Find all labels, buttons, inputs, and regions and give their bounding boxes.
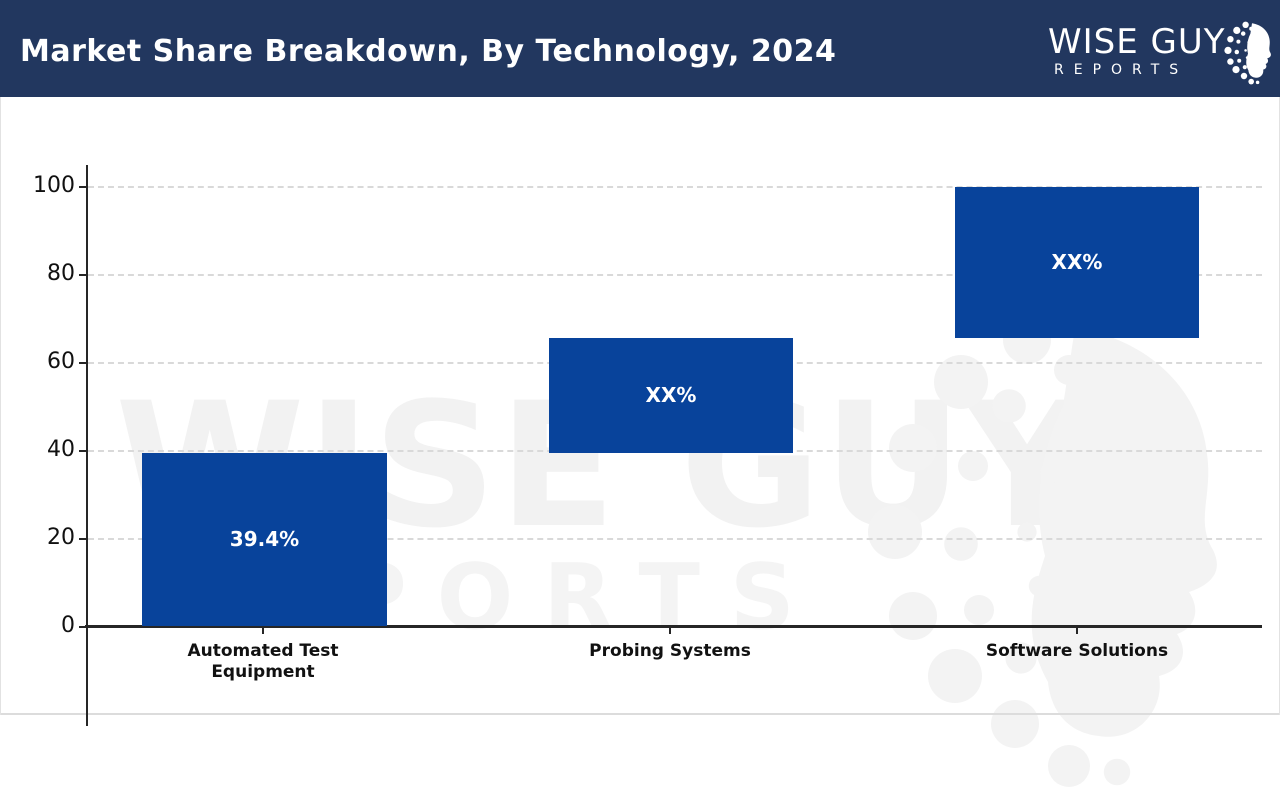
header-bar: Market Share Breakdown, By Technology, 2… (0, 0, 1280, 97)
y-tick (79, 186, 86, 188)
y-tick (79, 274, 86, 276)
wiseguy-logo: WISE GUY REPORTS (1040, 10, 1276, 90)
y-tick-label: 40 (47, 437, 75, 462)
y-tick-label: 100 (33, 173, 75, 198)
chart-area: WISE GUY REPORTS 100 80 60 40 20 0 (0, 97, 1280, 787)
bar-value-label: 39.4% (229, 527, 300, 551)
x-axis-line (85, 625, 1262, 628)
category-line: Equipment (211, 662, 315, 682)
x-tick (262, 628, 264, 634)
bar-automated-test-equipment (142, 453, 387, 626)
page-title: Market Share Breakdown, By Technology, 2… (20, 34, 837, 69)
bottom-border (0, 713, 1280, 715)
y-tick (79, 626, 86, 628)
category-line: Software Solutions (985, 641, 1169, 661)
gridline-80 (88, 274, 1262, 276)
bar-value-label: XX% (1051, 250, 1103, 274)
y-tick (79, 450, 86, 452)
y-tick-label: 0 (61, 613, 75, 638)
watermark-face-icon (775, 292, 1255, 800)
y-tick-label: 60 (47, 349, 75, 374)
x-tick (669, 628, 671, 634)
category-line: Automated Test (187, 641, 339, 661)
bar-probing-systems (549, 338, 793, 453)
logo-wordmark: WISE GUY (1048, 22, 1226, 62)
bar-software-solutions (955, 187, 1199, 338)
y-tick-label: 80 (47, 261, 75, 286)
left-border (0, 97, 1, 715)
y-axis-line (86, 165, 88, 726)
wiseguy-face-icon (1212, 10, 1276, 98)
y-tick (79, 362, 86, 364)
x-tick (1076, 628, 1078, 634)
category-label-software-solutions: Software Solutions (927, 641, 1227, 662)
gridline-100 (88, 186, 1262, 188)
bar-value-label: XX% (645, 383, 697, 407)
gridline-20 (88, 538, 1262, 540)
y-tick (79, 538, 86, 540)
category-line: Probing Systems (589, 641, 751, 661)
logo-subtext: REPORTS (1054, 62, 1189, 78)
category-label-automated-test-equipment: Automated Test Equipment (113, 641, 413, 683)
y-tick-label: 20 (47, 525, 75, 550)
category-label-probing-systems: Probing Systems (520, 641, 820, 662)
